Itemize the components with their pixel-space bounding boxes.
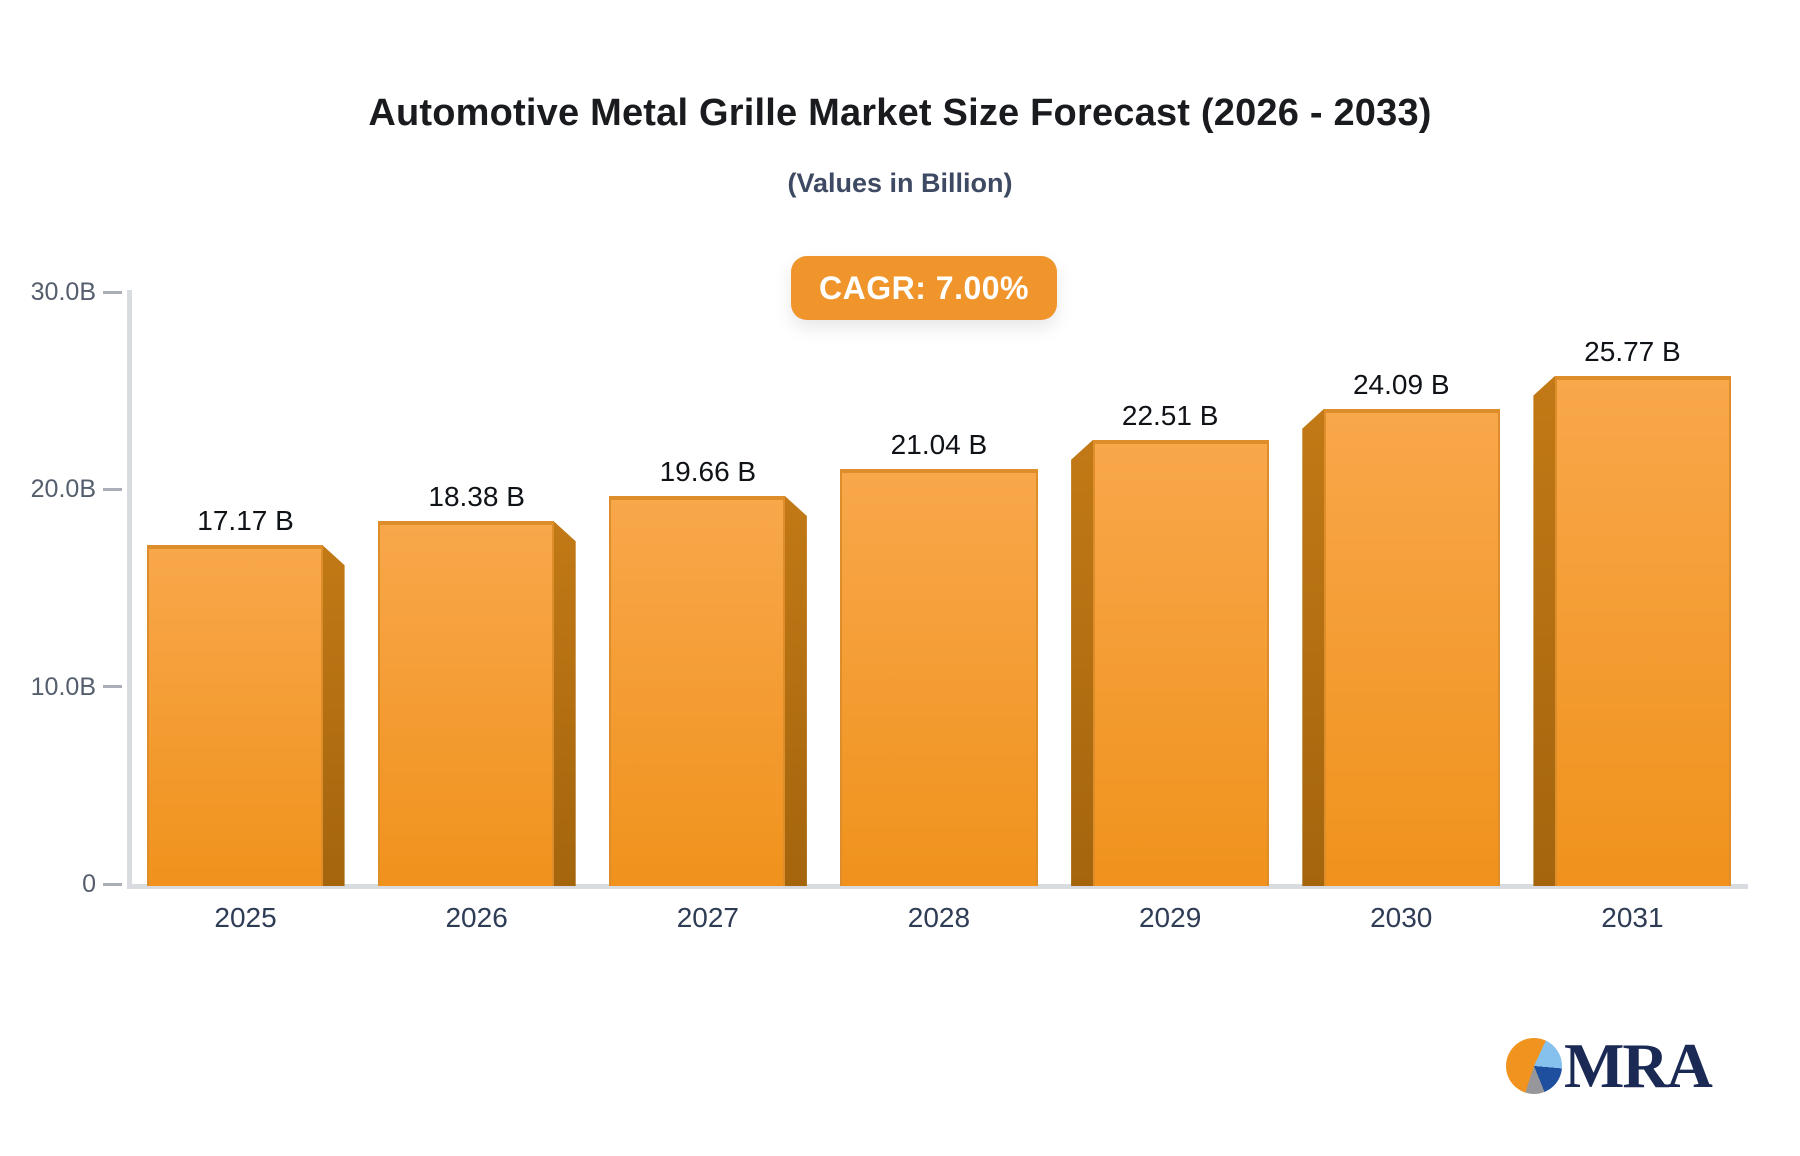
bar-2030[interactable] xyxy=(1302,408,1501,886)
bar-value-label: 18.38 B xyxy=(428,481,525,513)
x-axis-label-2030: 2030 xyxy=(1370,902,1433,933)
bar-3d-side xyxy=(1533,375,1556,886)
bar-2028[interactable] xyxy=(840,468,1038,886)
bar-face xyxy=(1324,408,1501,886)
x-axis-label-2025: 2025 xyxy=(214,902,277,933)
bar-3d-side xyxy=(553,521,576,886)
x-axis-line xyxy=(127,884,1748,889)
cagr-badge: CAGR: 7.00% xyxy=(791,256,1057,320)
chart-subtitle: (Values in Billion) xyxy=(787,168,1013,198)
y-axis-line xyxy=(127,290,132,886)
bar-value-label: 25.77 B xyxy=(1584,335,1681,367)
bar-3d-side xyxy=(1302,408,1325,886)
chart-title: Automotive Metal Grille Market Size Fore… xyxy=(368,92,1432,134)
x-axis-label-2028: 2028 xyxy=(907,902,971,933)
bar-2031[interactable] xyxy=(1533,375,1732,886)
bar-2025[interactable] xyxy=(146,545,345,886)
bar-2026[interactable] xyxy=(377,521,576,886)
bar-face xyxy=(608,496,785,886)
x-axis-label-2027: 2027 xyxy=(676,902,739,933)
bar-face xyxy=(146,545,323,886)
pie-chart-logo-icon xyxy=(1506,1038,1562,1094)
y-axis-tick-label: 0 xyxy=(82,870,96,898)
bar-face xyxy=(1093,439,1270,886)
bar-value-label: 22.51 B xyxy=(1121,399,1219,431)
bar-3d-side xyxy=(322,545,345,886)
bar-2029[interactable] xyxy=(1071,439,1270,886)
x-axis-label-2029: 2029 xyxy=(1138,902,1202,933)
bar-value-label: 24.09 B xyxy=(1352,368,1450,400)
bar-3d-side xyxy=(1071,439,1094,886)
y-axis-tick-label: 10.0B xyxy=(30,672,96,701)
bar-face xyxy=(840,468,1038,886)
bar-2027[interactable] xyxy=(608,496,807,886)
x-axis-label-2031: 2031 xyxy=(1601,902,1664,933)
cagr-badge-label: CAGR: 7.00% xyxy=(819,269,1029,306)
y-axis-tick xyxy=(103,882,122,886)
y-axis-tick-label: 30.0B xyxy=(30,278,96,306)
y-axis-tick xyxy=(103,685,122,689)
y-axis-tick-label: 20.0B xyxy=(30,475,96,504)
logo-text: MRA xyxy=(1564,1030,1713,1101)
bar-value-label: 21.04 B xyxy=(890,428,988,460)
mra-logo: MRA xyxy=(1506,1030,1713,1101)
bar-value-label: 17.17 B xyxy=(197,505,294,537)
bar-face xyxy=(377,521,554,886)
y-axis-tick xyxy=(103,487,122,491)
bar-value-label: 19.66 B xyxy=(659,456,757,487)
bar-3d-side xyxy=(784,496,807,886)
y-axis-tick xyxy=(103,290,122,294)
x-axis-label-2026: 2026 xyxy=(445,902,508,933)
bar-face xyxy=(1555,375,1732,886)
